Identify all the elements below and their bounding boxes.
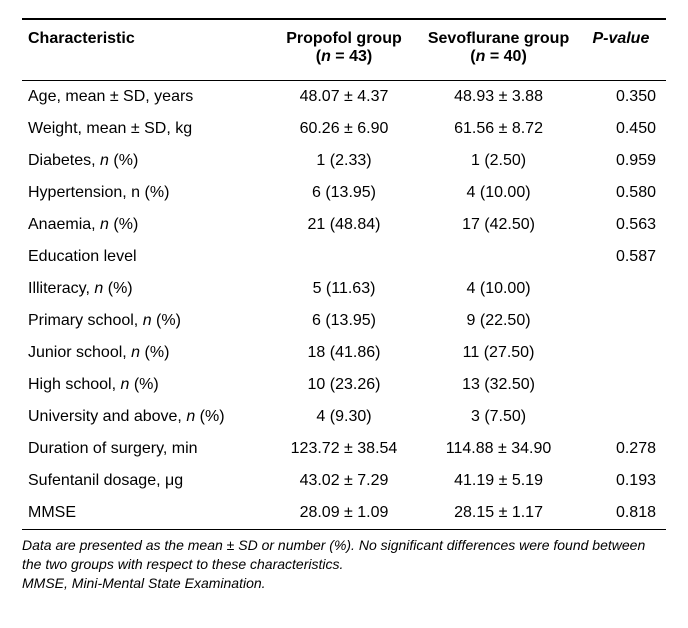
table-row: Sufentanil dosage, μg43.02 ± 7.2941.19 ±… <box>22 465 666 497</box>
cell-sevoflurane: 1 (2.50) <box>421 145 576 177</box>
cell-pvalue <box>576 305 666 337</box>
cell-propofol: 21 (48.84) <box>267 209 422 241</box>
header-n-label-sevoflurane: n <box>476 48 486 65</box>
cell-pvalue <box>576 273 666 305</box>
header-characteristic-label: Characteristic <box>28 30 135 47</box>
cell-pvalue: 0.818 <box>576 497 666 530</box>
header-sevoflurane: Sevoflurane group (n = 40) <box>421 19 576 81</box>
table-row: University and above, n (%)4 (9.30)3 (7.… <box>22 401 666 433</box>
cell-sevoflurane: 9 (22.50) <box>421 305 576 337</box>
cell-characteristic: Sufentanil dosage, μg <box>22 465 267 497</box>
table-row: High school, n (%)10 (23.26)13 (32.50) <box>22 369 666 401</box>
cell-pvalue <box>576 401 666 433</box>
table-body: Age, mean ± SD, years48.07 ± 4.3748.93 ±… <box>22 81 666 530</box>
cell-sevoflurane: 3 (7.50) <box>421 401 576 433</box>
header-n-eq-sevoflurane: = <box>485 48 503 65</box>
table-row: MMSE28.09 ± 1.0928.15 ± 1.170.818 <box>22 497 666 530</box>
header-n-label-propofol: n <box>321 48 331 65</box>
cell-sevoflurane: 13 (32.50) <box>421 369 576 401</box>
table-row: Duration of surgery, min123.72 ± 38.5411… <box>22 433 666 465</box>
cell-sevoflurane: 48.93 ± 3.88 <box>421 81 576 114</box>
table-footnote: Data are presented as the mean ± SD or n… <box>22 530 666 593</box>
cell-pvalue: 0.580 <box>576 177 666 209</box>
header-n-close-sevoflurane: ) <box>521 48 526 65</box>
cell-sevoflurane <box>421 241 576 273</box>
cell-propofol: 28.09 ± 1.09 <box>267 497 422 530</box>
header-propofol-label: Propofol group <box>286 30 402 47</box>
cell-pvalue: 0.193 <box>576 465 666 497</box>
cell-pvalue: 0.350 <box>576 81 666 114</box>
cell-propofol: 10 (23.26) <box>267 369 422 401</box>
cell-characteristic: Junior school, n (%) <box>22 337 267 369</box>
cell-propofol: 4 (9.30) <box>267 401 422 433</box>
cell-pvalue <box>576 337 666 369</box>
cell-characteristic: Primary school, n (%) <box>22 305 267 337</box>
cell-characteristic: Age, mean ± SD, years <box>22 81 267 114</box>
cell-characteristic: Hypertension, n (%) <box>22 177 267 209</box>
cell-sevoflurane: 61.56 ± 8.72 <box>421 113 576 145</box>
header-sevoflurane-label: Sevoflurane group <box>428 30 569 47</box>
cell-characteristic: Anaemia, n (%) <box>22 209 267 241</box>
table-row: Hypertension, n (%)6 (13.95)4 (10.00)0.5… <box>22 177 666 209</box>
cell-propofol: 18 (41.86) <box>267 337 422 369</box>
table-header: Characteristic Propofol group (n = 43) S… <box>22 19 666 81</box>
cell-sevoflurane: 28.15 ± 1.17 <box>421 497 576 530</box>
cell-characteristic: MMSE <box>22 497 267 530</box>
table-row: Junior school, n (%)18 (41.86)11 (27.50) <box>22 337 666 369</box>
header-propofol: Propofol group (n = 43) <box>267 19 422 81</box>
header-pvalue: P-value <box>576 19 666 81</box>
cell-characteristic: Weight, mean ± SD, kg <box>22 113 267 145</box>
cell-sevoflurane: 41.19 ± 5.19 <box>421 465 576 497</box>
table-row: Anaemia, n (%)21 (48.84)17 (42.50)0.563 <box>22 209 666 241</box>
footnote-line1: Data are presented as the mean ± SD or n… <box>22 536 666 574</box>
cell-sevoflurane: 11 (27.50) <box>421 337 576 369</box>
cell-sevoflurane: 114.88 ± 34.90 <box>421 433 576 465</box>
table-row: Education level 0.587 <box>22 241 666 273</box>
cell-propofol: 6 (13.95) <box>267 305 422 337</box>
footnote-line2: MMSE, Mini-Mental State Examination. <box>22 574 666 593</box>
cell-propofol: 60.26 ± 6.90 <box>267 113 422 145</box>
cell-propofol: 123.72 ± 38.54 <box>267 433 422 465</box>
cell-propofol: 5 (11.63) <box>267 273 422 305</box>
cell-propofol: 6 (13.95) <box>267 177 422 209</box>
cell-characteristic: High school, n (%) <box>22 369 267 401</box>
cell-propofol <box>267 241 422 273</box>
cell-characteristic: Duration of surgery, min <box>22 433 267 465</box>
cell-propofol: 1 (2.33) <box>267 145 422 177</box>
table-row: Illiteracy, n (%)5 (11.63)4 (10.00) <box>22 273 666 305</box>
table-row: Weight, mean ± SD, kg60.26 ± 6.9061.56 ±… <box>22 113 666 145</box>
cell-propofol: 43.02 ± 7.29 <box>267 465 422 497</box>
cell-sevoflurane: 17 (42.50) <box>421 209 576 241</box>
table-row: Age, mean ± SD, years48.07 ± 4.3748.93 ±… <box>22 81 666 114</box>
cell-characteristic: Education level <box>22 241 267 273</box>
cell-pvalue: 0.563 <box>576 209 666 241</box>
cell-pvalue: 0.450 <box>576 113 666 145</box>
table-row: Diabetes, n (%)1 (2.33)1 (2.50)0.959 <box>22 145 666 177</box>
cell-characteristic: Illiteracy, n (%) <box>22 273 267 305</box>
header-n-close-propofol: ) <box>367 48 372 65</box>
cell-pvalue: 0.587 <box>576 241 666 273</box>
header-n-eq-propofol: = <box>331 48 349 65</box>
header-n-sevoflurane: 40 <box>504 48 522 65</box>
cell-pvalue <box>576 369 666 401</box>
header-characteristic: Characteristic <box>22 19 267 81</box>
cell-propofol: 48.07 ± 4.37 <box>267 81 422 114</box>
cell-characteristic: Diabetes, n (%) <box>22 145 267 177</box>
header-n-propofol: 43 <box>349 48 367 65</box>
cell-pvalue: 0.278 <box>576 433 666 465</box>
table-row: Primary school, n (%)6 (13.95)9 (22.50) <box>22 305 666 337</box>
characteristics-table: Characteristic Propofol group (n = 43) S… <box>22 18 666 530</box>
cell-characteristic: University and above, n (%) <box>22 401 267 433</box>
header-pvalue-label: P-value <box>592 30 649 47</box>
cell-pvalue: 0.959 <box>576 145 666 177</box>
cell-sevoflurane: 4 (10.00) <box>421 177 576 209</box>
cell-sevoflurane: 4 (10.00) <box>421 273 576 305</box>
